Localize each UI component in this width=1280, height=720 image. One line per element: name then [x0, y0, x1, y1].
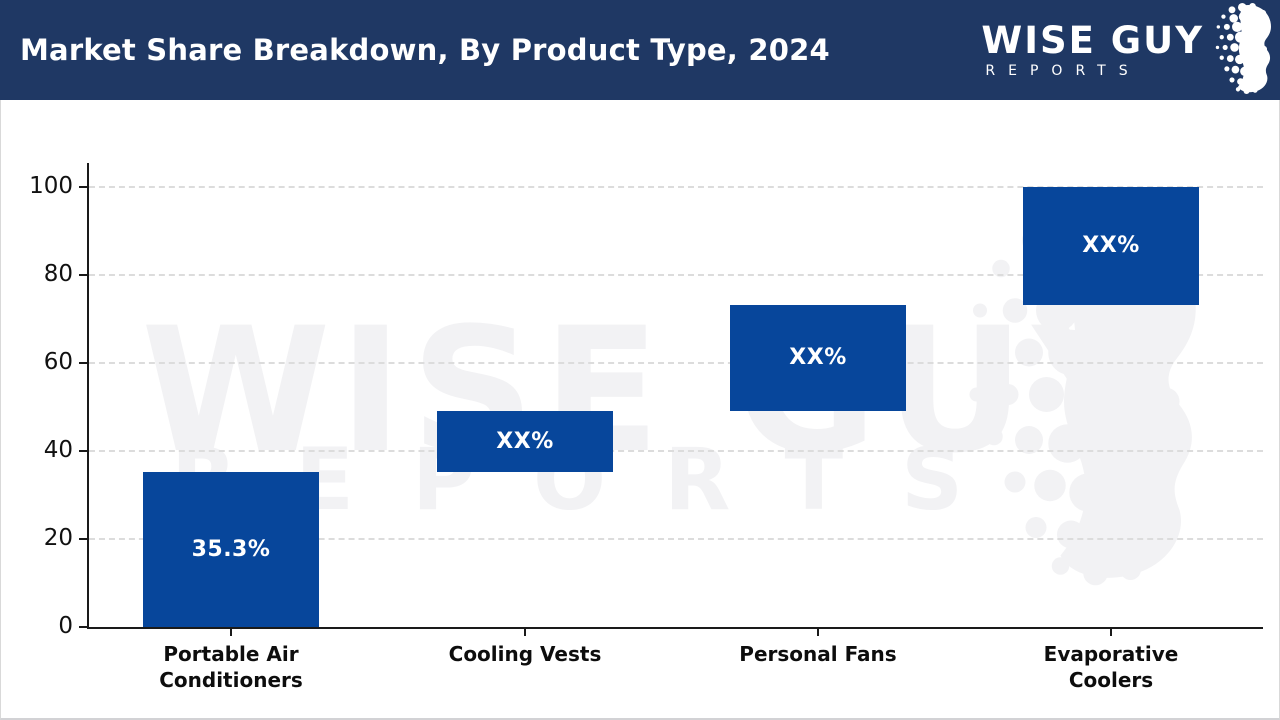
bar-value-label: 35.3%	[191, 536, 271, 562]
bar-portable-air-conditioners: 35.3%	[143, 471, 319, 627]
y-tick	[79, 626, 87, 628]
y-tick-label: 20	[43, 525, 73, 551]
y-tick-label: 80	[43, 261, 73, 287]
logo-wordmark: WISE GUY	[981, 18, 1204, 62]
wiseguy-logo: WISE GUY REPORTS	[981, 3, 1276, 97]
logo-face-icon	[1215, 3, 1271, 95]
y-tick	[79, 362, 87, 364]
y-tick-label: 0	[58, 613, 73, 639]
bar-personal-fans: XX%	[730, 304, 906, 411]
x-category-label: Cooling Vests	[448, 642, 602, 666]
y-gridline	[89, 450, 1263, 452]
bar-value-label: XX%	[1082, 233, 1140, 259]
watermark-wordmark: WISE GUY	[141, 290, 1166, 491]
chart-area: WISE GUY REPORTS 0 20 40 60 80 100 35.3% Portab…	[0, 100, 1280, 720]
logo-wordmark-block: WISE GUY REPORTS	[981, 22, 1204, 79]
header: Market Share Breakdown, By Product Type,…	[0, 0, 1280, 100]
y-gridline	[89, 186, 1263, 188]
bar-value-label: XX%	[496, 428, 554, 454]
x-tick	[524, 629, 526, 636]
x-category-label: Portable Air Conditioners	[159, 642, 303, 692]
y-gridline	[89, 538, 1263, 540]
y-tick	[79, 186, 87, 188]
y-tick-label: 40	[43, 437, 73, 463]
x-tick	[817, 629, 819, 636]
y-gridline	[89, 274, 1263, 276]
y-tick	[79, 274, 87, 276]
chart-title: Market Share Breakdown, By Product Type,…	[20, 33, 830, 67]
y-gridline	[89, 362, 1263, 364]
x-category-label: Evaporative Coolers	[1043, 642, 1179, 692]
y-tick-label: 100	[29, 173, 73, 199]
bar-cooling-vests: XX%	[437, 410, 613, 472]
plot: 0 20 40 60 80 100 35.3% Portable Air Conditione…	[1, 100, 1279, 718]
bar-evaporative-coolers: XX%	[1023, 187, 1199, 305]
y-tick	[79, 538, 87, 540]
y-tick	[79, 450, 87, 452]
x-tick	[230, 629, 232, 636]
y-axis-line	[87, 163, 89, 629]
x-tick	[1110, 629, 1112, 636]
x-axis-line	[87, 627, 1263, 629]
x-category-label: Personal Fans	[739, 642, 897, 666]
y-tick-label: 60	[43, 349, 73, 375]
bar-value-label: XX%	[789, 345, 847, 371]
logo-subtitle: REPORTS	[985, 62, 1141, 79]
